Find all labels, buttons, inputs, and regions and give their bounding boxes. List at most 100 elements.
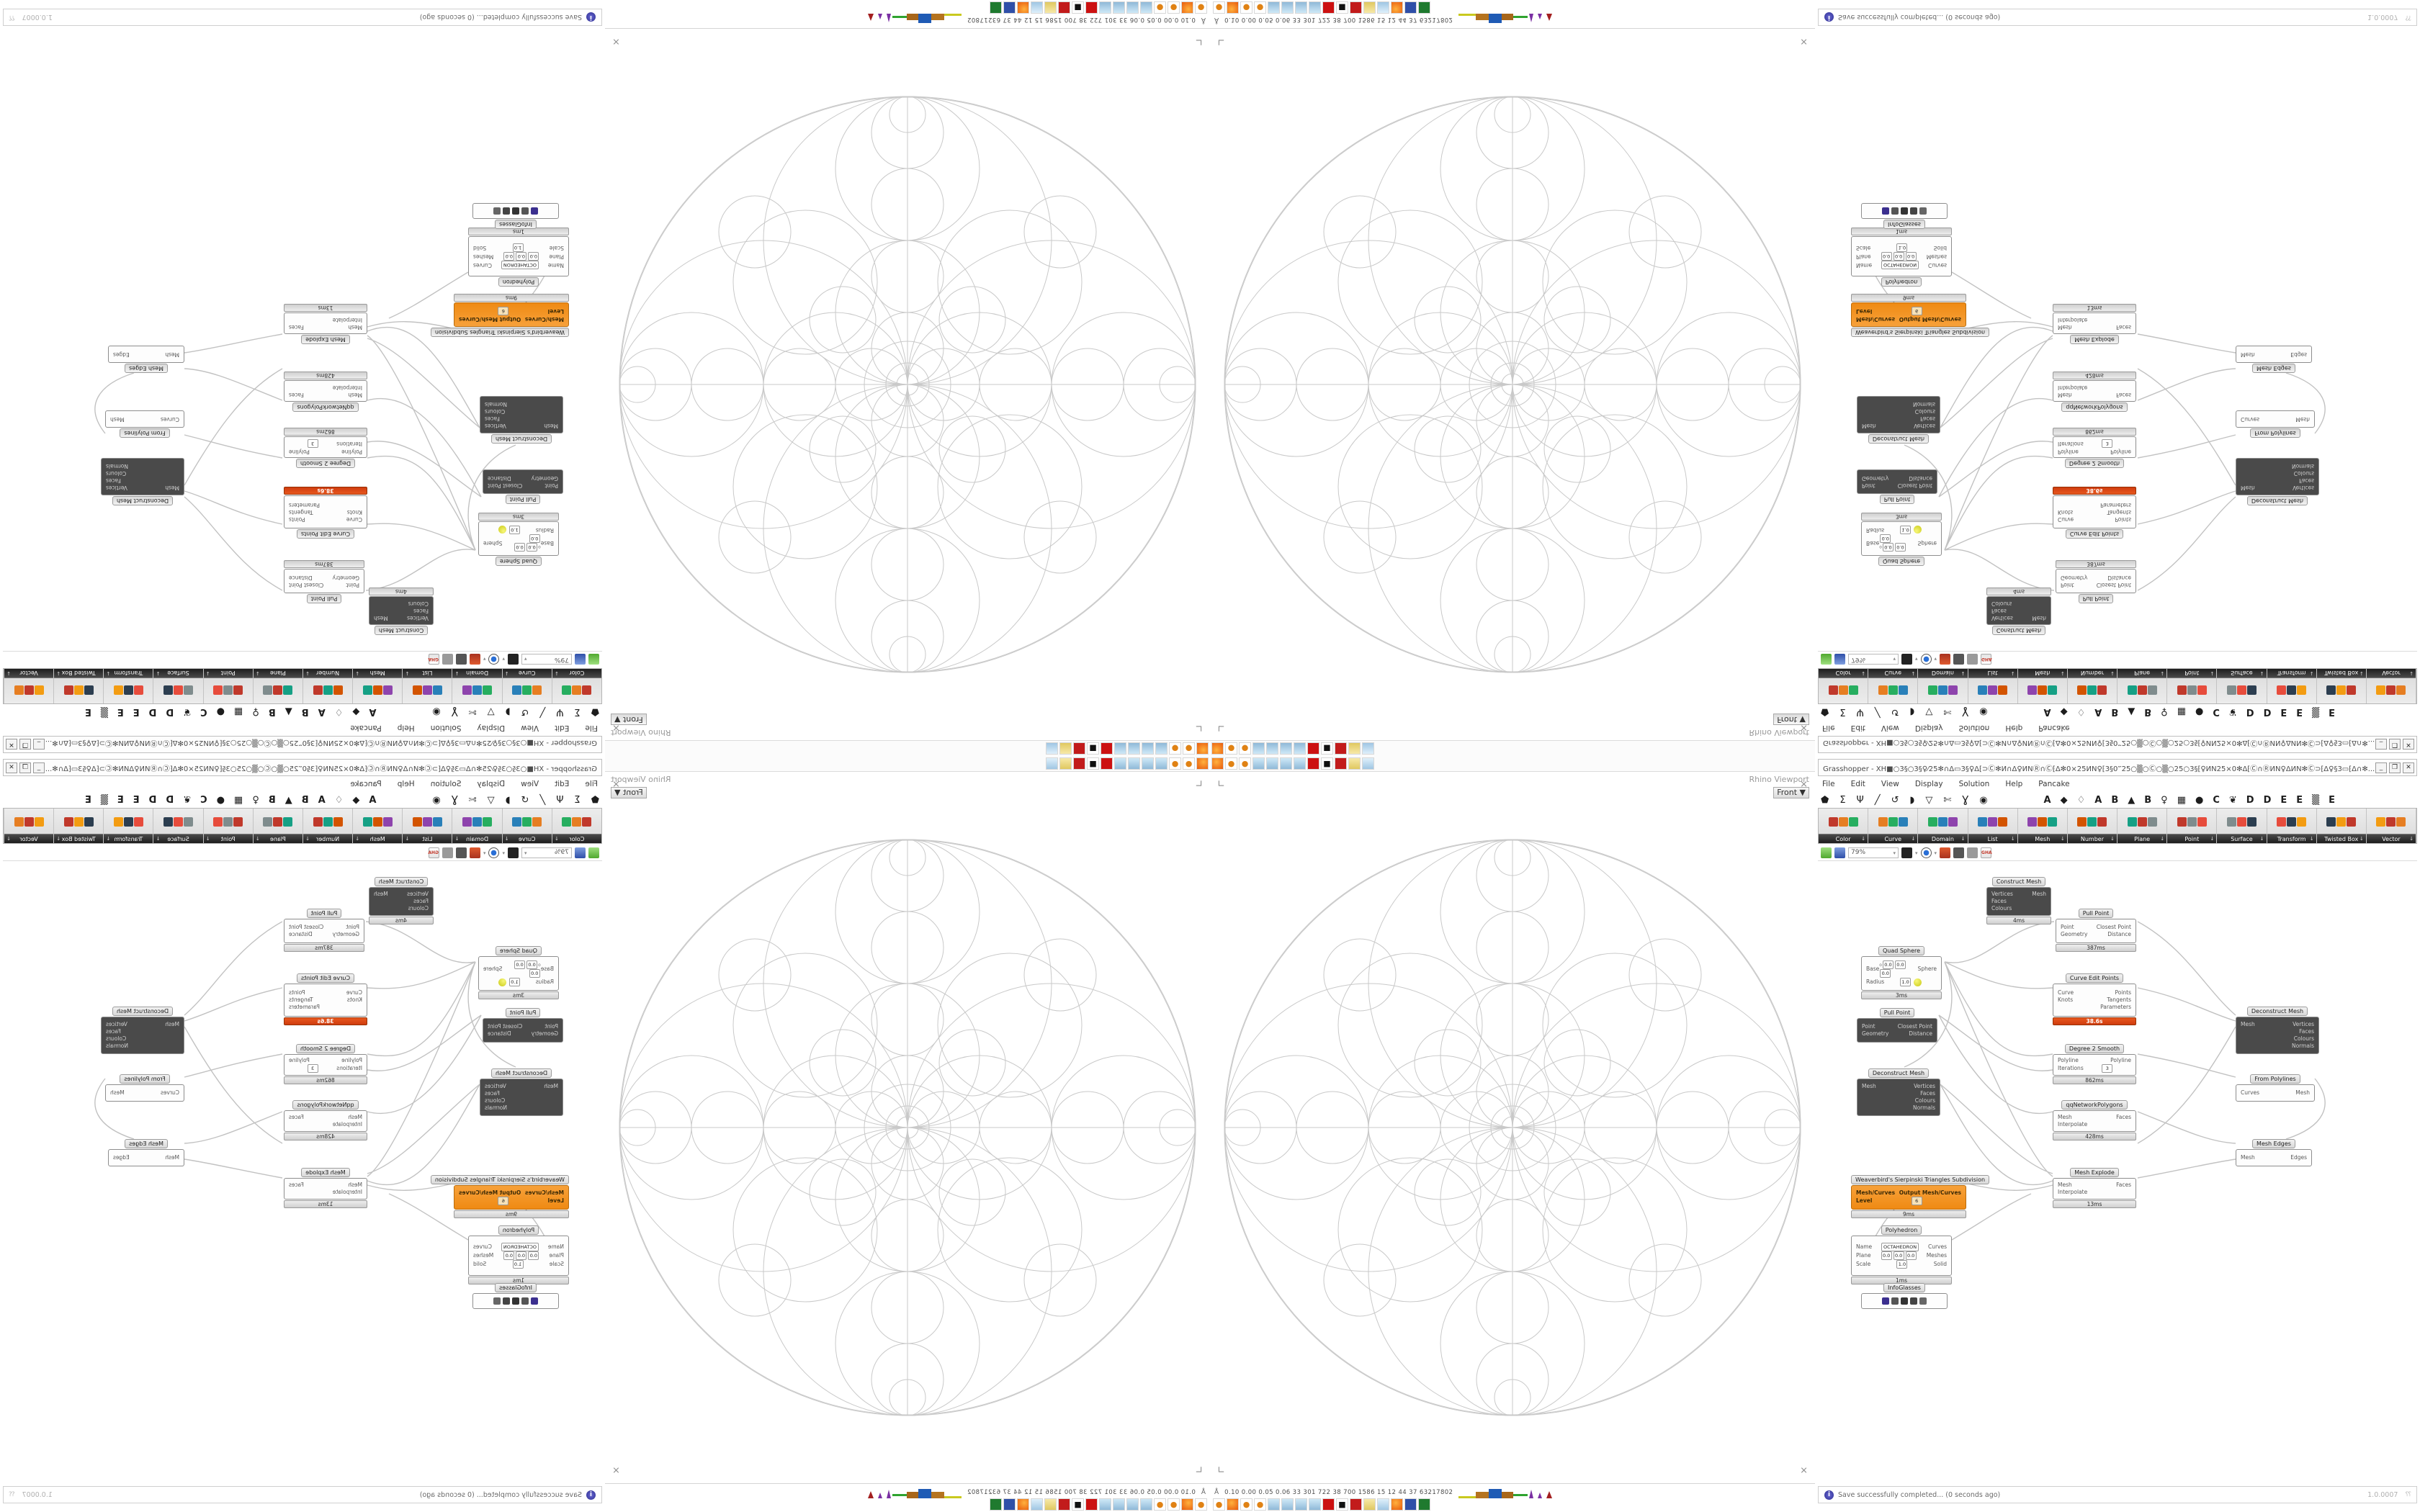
chevron-down-icon[interactable]: ↓ [305,670,310,676]
input-param-vertices[interactable]: Vertices [407,615,429,621]
ribbon-group-icons[interactable] [2018,678,2067,703]
palette-icon[interactable] [1155,742,1168,755]
input-param-colours[interactable]: Colours [408,905,429,912]
zoom-level-dropdown[interactable]: 79% ▾ [521,654,572,665]
input-param-interpolate[interactable]: Interpolate [2058,384,2088,391]
calculator-icon[interactable] [1031,1,1043,14]
plane-origin-fields[interactable]: o0.00.00.0 [502,960,541,978]
ribbon-group-icons[interactable] [2317,809,2366,834]
menu-item-view[interactable]: View [521,724,539,732]
number-field[interactable]: 0.0 [1880,534,1891,543]
component-icon[interactable] [2336,685,2347,695]
input-param-mesh[interactable]: Mesh [165,1021,179,1027]
component-icon[interactable] [34,685,44,695]
rhino-bottom-toolbar[interactable]: ● ● ● ■ [1210,1496,1815,1512]
ribbon-group-icons[interactable] [403,809,452,834]
component-icon[interactable] [412,685,422,695]
component-icon[interactable] [1878,685,1888,695]
gh-component-deconstruct-mesh[interactable]: Deconstruct Mesh Mesh Vertices Faces Colours… [101,458,184,510]
palette-icon[interactable] [1295,1498,1307,1511]
ribbon-group-color[interactable]: Color ↓ [1819,809,1869,843]
input-param-curve[interactable]: Curve [346,516,362,523]
ribbon-group-color[interactable]: Color ↓ [1819,669,1869,703]
chevron-down-icon[interactable]: ↓ [106,670,111,676]
output-param-faces[interactable]: Faces [289,1182,304,1188]
output-param-closest-point[interactable]: Closest Point [2096,924,2131,930]
palette-icon[interactable] [1126,1498,1139,1511]
output-param-normals[interactable]: Normals [106,1043,129,1049]
rhino-icon[interactable]: ● [1169,757,1181,770]
ribbon-tab-symbol-4[interactable]: ↺ [1891,706,1899,718]
ribbon-group-icons[interactable] [303,809,352,834]
component-icon[interactable] [2027,817,2038,827]
input-param-curve[interactable]: Curve [346,989,362,996]
gh-component-mesh-edges[interactable]: Mesh Edges Mesh Edges [2236,346,2312,377]
component-body[interactable]: Point Closest Point Geometry Distance [2056,569,2136,593]
ribbon-tab-letter-9[interactable]: ● [216,706,225,718]
output-param-faces[interactable]: Faces [2116,324,2131,330]
ribbon-group-label[interactable]: Twisted Box ↓ [54,669,104,678]
gh-component-construct-mesh[interactable]: Construct Mesh Vertices Mesh Faces Colours 4m… [1986,873,2051,924]
ribbon-group-label[interactable]: Number ↓ [2067,669,2118,678]
palette-icon[interactable] [1266,757,1278,770]
number-field[interactable]: 0.0 [1894,960,1906,969]
rhino-bottom-toolbar[interactable]: ● ● ● ■ [1210,0,1815,16]
output-param-edges[interactable]: Edges [2290,351,2307,358]
ribbon-group-label[interactable]: Vector ↓ [4,669,54,678]
ribbon-tab-letter-12[interactable]: D [166,706,174,718]
bw-photo-icon[interactable]: ■ [1072,1498,1084,1511]
red-book-icon[interactable] [1350,1498,1362,1511]
palette-icon[interactable] [1114,757,1126,770]
firefox-icon[interactable] [1391,1498,1403,1511]
infoglasses-toggle-row[interactable] [1866,207,1942,215]
component-body[interactable]: Vertices Mesh Faces Colours [369,887,434,916]
input-param-mesh-curves[interactable]: Mesh/Curves [524,316,564,323]
component-body[interactable]: Point Closest Point Geometry Distance [1857,1018,1937,1043]
component-icon[interactable] [2277,685,2287,695]
resize-grip-icon[interactable]: ⸮⸮ [2405,1491,2411,1498]
floppy-blue-icon[interactable] [1003,1,1016,14]
rhino-icon[interactable]: ● [1154,1,1166,14]
rhino-bottom-toolbar[interactable]: ● ● ● ■ [605,1496,1210,1512]
ribbon-tab-letter-16[interactable]: ▒ [2312,706,2320,718]
infoglasses-toggle-row[interactable] [1866,1297,1942,1305]
ribbon-group-icons[interactable] [2018,809,2067,834]
menu-item-edit[interactable]: Edit [555,780,570,788]
ribbon-tab-letter-15[interactable]: E [2296,706,2303,718]
gh-component-qqnetworkpolygons[interactable]: qqNetworkPolygons Mesh Faces Interpolate 428… [2053,372,2136,416]
level-field[interactable]: 6 [1911,1197,1922,1205]
ribbon-tab-symbol-6[interactable]: ▽ [1925,706,1933,718]
rhino-viewport[interactable]: ∟ ⨯ ∟ ⨯ Rhino Viewport Front ▼ [1210,772,1815,1483]
ribbon-group-icons[interactable] [1819,678,1868,703]
palette-icon[interactable] [1280,742,1292,755]
ribbon-group-domain[interactable]: Domain ↓ [1918,809,1968,843]
ribbon-tab-letter-14[interactable]: E [133,794,140,806]
ribbon-tab-symbol-4[interactable]: ↺ [521,794,529,806]
ribbon-group-label[interactable]: Plane ↓ [2118,834,2167,843]
preview-icon[interactable] [1953,654,1965,665]
ribbon-tab-symbol-7[interactable]: ✄ [468,706,477,718]
ribbon-tab-symbol-3[interactable]: ╱ [539,794,546,806]
gh-component-weaverbird-s-sierpinski-triangles-subdivision[interactable]: Weaverbird's Sierpinski Triangles Subdiv… [430,294,569,341]
component-icon[interactable] [84,817,94,827]
input-param-point[interactable]: Point [346,924,359,930]
component-icon[interactable] [2077,685,2087,695]
ribbon-tab-symbol-0[interactable]: ⬟ [591,706,599,718]
input-param-level[interactable]: Level [1856,308,1873,315]
input-param-interpolate[interactable]: Interpolate [2058,1189,2088,1195]
ribbon-tab-letter-14[interactable]: E [2280,794,2287,806]
input-param-point[interactable]: Point [346,582,359,588]
input-param-mesh[interactable]: Mesh [165,351,179,358]
ribbon-tab-symbol-5[interactable]: ◗ [505,706,511,718]
ribbon-group-vector[interactable]: Vector ↓ [2366,809,2417,843]
gh-component-pull-point[interactable]: Pull Point Point Closest Point Geometry Dist… [1857,469,1937,508]
ribbon-tab-letter-2[interactable]: ♢ [2076,794,2086,806]
ribbon-group-domain[interactable]: Domain ↓ [1918,669,1968,703]
ribbon-tab-symbol-6[interactable]: ▽ [487,706,495,718]
input-param-knots[interactable]: Knots [346,996,362,1003]
output-param-normals[interactable]: Normals [1912,1104,1935,1111]
